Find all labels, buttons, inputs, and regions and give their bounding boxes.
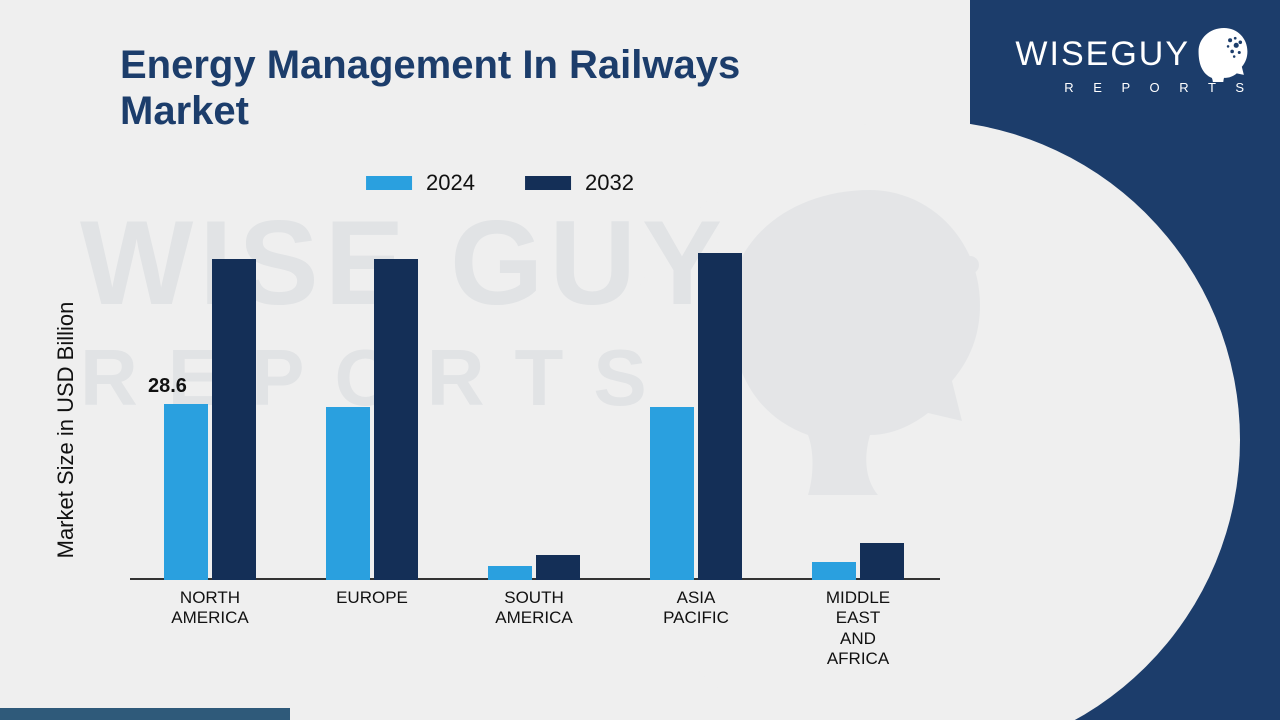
bottom-accent-bar xyxy=(0,708,290,720)
bar-2024 xyxy=(488,566,532,580)
bar-2024 xyxy=(650,407,694,580)
legend-label-2032: 2032 xyxy=(585,170,634,196)
legend-swatch-2024 xyxy=(366,176,412,190)
legend-item-2024: 2024 xyxy=(366,170,475,196)
bar-2032 xyxy=(374,259,418,580)
bar-2032 xyxy=(698,253,742,580)
logo-text-line2: R E P O R T S xyxy=(1015,80,1252,95)
plot-region: 28.6 xyxy=(130,210,940,580)
category-label: ASIAPACIFIC xyxy=(616,588,776,629)
bar-pair xyxy=(164,259,256,580)
brand-logo: WISEGUY R E P O R T S xyxy=(1015,26,1252,95)
bar-pair xyxy=(650,253,742,580)
bar-2024 xyxy=(164,404,208,580)
bar-2024 xyxy=(812,562,856,581)
bar-pair xyxy=(326,259,418,580)
category-label: NORTHAMERICA xyxy=(130,588,290,629)
legend-swatch-2032 xyxy=(525,176,571,190)
category-label: SOUTHAMERICA xyxy=(454,588,614,629)
bar-pair xyxy=(488,555,580,580)
legend: 2024 2032 xyxy=(366,170,634,196)
category-label: MIDDLEEASTANDAFRICA xyxy=(778,588,938,670)
bar-2032 xyxy=(212,259,256,580)
bar-2032 xyxy=(860,543,904,580)
y-axis-label: Market Size in USD Billion xyxy=(53,302,79,559)
legend-item-2032: 2032 xyxy=(525,170,634,196)
legend-label-2024: 2024 xyxy=(426,170,475,196)
x-axis-labels: NORTHAMERICAEUROPESOUTHAMERICAASIAPACIFI… xyxy=(130,580,940,690)
logo-text-line1: WISEGUY xyxy=(1015,35,1190,74)
bar-2024 xyxy=(326,407,370,580)
logo-head-icon xyxy=(1196,26,1252,82)
bar-pair xyxy=(812,543,904,580)
bar-value-label: 28.6 xyxy=(148,375,187,398)
chart-title: Energy Management In Railways Market xyxy=(120,42,840,134)
chart-canvas: WISEGUY R E P O R T S Energy Management … xyxy=(0,0,1280,720)
category-label: EUROPE xyxy=(292,588,452,608)
bar-2032 xyxy=(536,555,580,580)
chart-area: Market Size in USD Billion 2024 2032 28.… xyxy=(60,170,940,690)
